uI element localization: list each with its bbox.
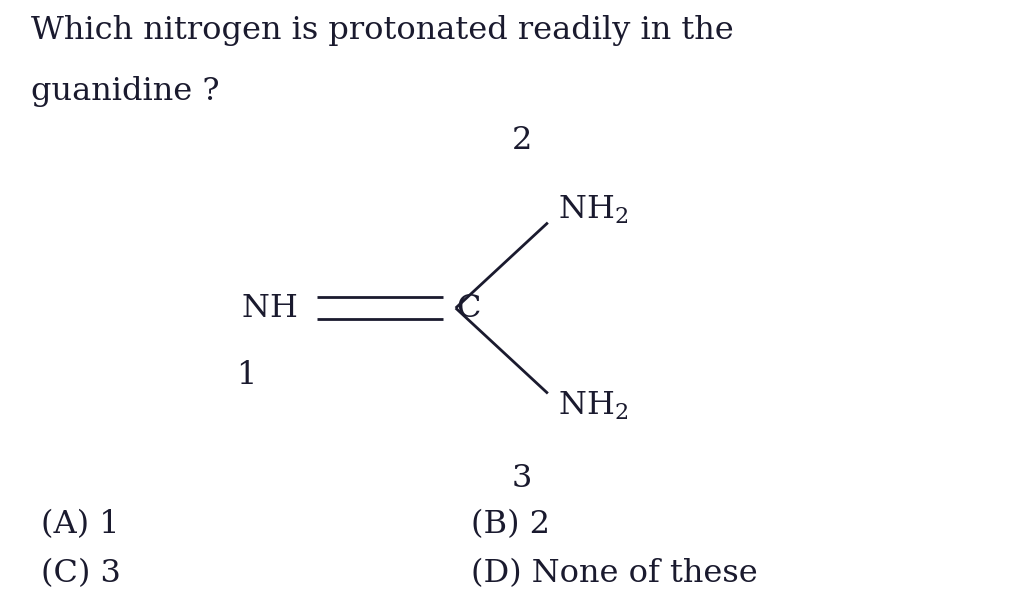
Text: guanidine ?: guanidine ? [31, 76, 219, 107]
Text: 2: 2 [512, 125, 532, 156]
Text: $\mathregular{NH_2}$: $\mathregular{NH_2}$ [558, 195, 629, 226]
Text: 1: 1 [236, 360, 256, 390]
Text: (B) 2: (B) 2 [471, 509, 550, 540]
Text: (D) None of these: (D) None of these [471, 558, 758, 589]
Text: Which nitrogen is protonated readily in the: Which nitrogen is protonated readily in … [31, 15, 733, 46]
Text: $\mathregular{C}$: $\mathregular{C}$ [456, 293, 480, 323]
Text: $\mathregular{NH}$: $\mathregular{NH}$ [241, 293, 297, 323]
Text: (C) 3: (C) 3 [41, 558, 121, 589]
Text: (A) 1: (A) 1 [41, 509, 120, 540]
Text: $\mathregular{NH_2}$: $\mathregular{NH_2}$ [558, 390, 629, 422]
Text: 3: 3 [512, 464, 532, 494]
